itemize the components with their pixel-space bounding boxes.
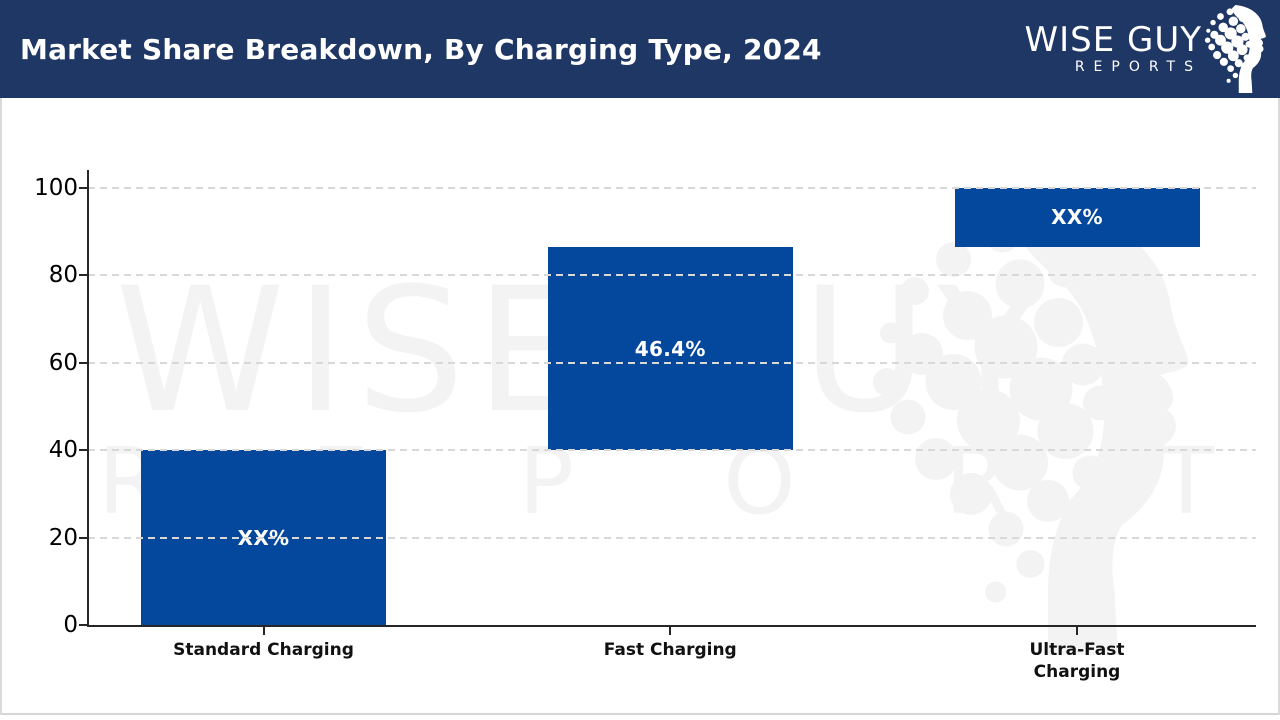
page-title: Market Share Breakdown, By Charging Type… [20, 32, 822, 66]
y-tick-label: 80 [48, 262, 78, 288]
x-tick-mark [669, 627, 672, 635]
x-category-label: Fast Charging [603, 640, 737, 660]
bar: XX% [954, 187, 1200, 247]
wiseguy-logo: WISE GUY REPORTS [1024, 3, 1266, 95]
x-tick-mark [1076, 627, 1078, 635]
gridline [88, 274, 1256, 276]
x-category-label: Standard Charging [173, 640, 354, 660]
x-category-label: Ultra-Fast Charging [1029, 640, 1125, 683]
y-tick-mark [79, 274, 87, 276]
y-tick-label: 60 [48, 349, 78, 376]
bar-value-label: XX% [1051, 205, 1103, 230]
y-tick-label: 40 [48, 437, 78, 463]
y-tick-mark [79, 449, 87, 451]
y-tick-mark [79, 624, 87, 626]
y-tick-label: 20 [48, 524, 78, 551]
gridline [88, 361, 1256, 364]
header-band: Market Share Breakdown, By Charging Type… [0, 0, 1280, 98]
logo-subtitle: REPORTS [1074, 59, 1202, 76]
x-axis-line [87, 625, 1256, 627]
x-tick-mark [262, 627, 265, 635]
bar: 46.4% [547, 247, 793, 450]
logo-wordmark: WISE GUY [1024, 19, 1202, 60]
bar-value-label: 46.4% [634, 336, 706, 361]
gridline [88, 186, 1256, 189]
y-tick-label: 0 [63, 612, 78, 638]
y-tick-mark [79, 536, 87, 539]
gridline [88, 449, 1256, 451]
gridline [88, 536, 1256, 539]
y-tick-mark [79, 186, 87, 189]
logo-text: WISE GUY REPORTS [1024, 19, 1202, 76]
y-tick-mark [79, 361, 87, 364]
y-axis-line [87, 170, 89, 627]
y-tick-label: 100 [34, 174, 78, 201]
